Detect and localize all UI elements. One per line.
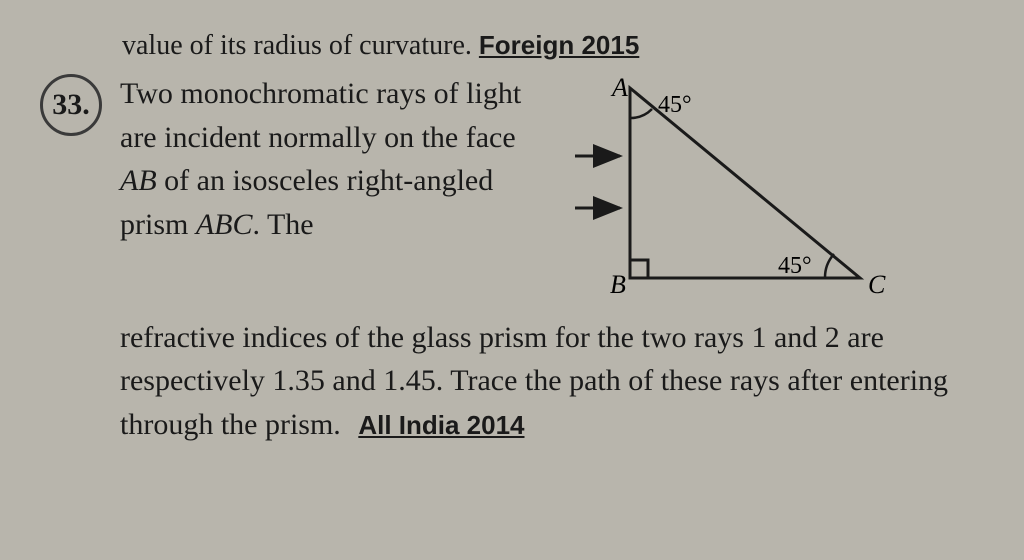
label-angle-C: 45° [778, 253, 812, 279]
qtext-1: Two monochromatic rays of light are inci… [120, 77, 521, 154]
question-text-continued: refractive indices of the glass prism fo… [120, 316, 984, 447]
question-text-left: Two monochromatic rays of light are inci… [120, 72, 540, 246]
prism-svg: A B C 45° 45° [570, 78, 890, 303]
label-A: A [610, 73, 628, 102]
label-angle-A: 45° [658, 92, 692, 118]
label-C: C [868, 270, 886, 299]
prev-source: Foreign 2015 [479, 30, 639, 60]
qtext-3b: refractive indices of the glass prism fo… [120, 321, 948, 441]
question-33: 33. Two monochromatic rays of light are … [40, 72, 984, 446]
qtext-3a: . The [253, 208, 314, 241]
question-source: All India 2014 [358, 410, 524, 440]
right-angle-marker [630, 260, 648, 278]
prism-ABC: ABC [196, 208, 253, 241]
label-B: B [610, 270, 626, 299]
question-body: Two monochromatic rays of light are inci… [120, 72, 984, 446]
angle-arc-A [630, 109, 652, 118]
prism-diagram: A B C 45° 45° [570, 78, 890, 316]
face-AB: AB [120, 164, 157, 197]
text-and-diagram-row: Two monochromatic rays of light are inci… [120, 72, 984, 316]
angle-arc-C [825, 254, 834, 278]
question-number: 33. [52, 88, 90, 122]
question-number-badge: 33. [40, 74, 102, 136]
previous-question-fragment: value of its radius of curvature. Foreig… [122, 30, 984, 62]
prev-text: value of its radius of curvature. [122, 30, 472, 61]
